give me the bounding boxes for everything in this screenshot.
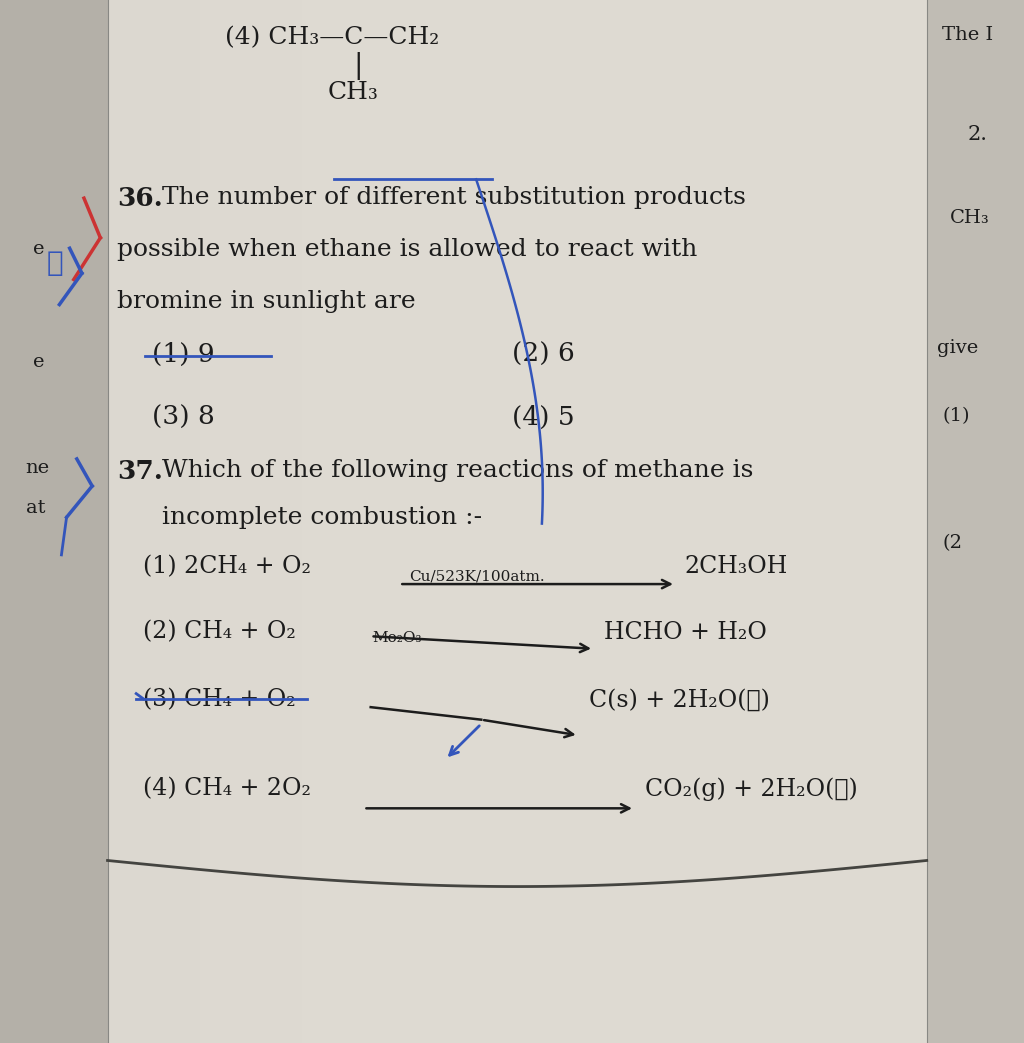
- Text: (4) 5: (4) 5: [512, 405, 574, 430]
- Text: bromine in sunlight are: bromine in sunlight are: [117, 290, 416, 313]
- Text: ne: ne: [26, 459, 50, 477]
- Bar: [138, 0, 148, 1043]
- Text: (4) CH₄ + 2O₂: (4) CH₄ + 2O₂: [143, 777, 311, 800]
- Text: 2CH₃OH: 2CH₃OH: [684, 555, 787, 578]
- Text: The number of different substitution products: The number of different substitution pro…: [162, 186, 745, 209]
- Bar: [282, 0, 292, 1043]
- Text: e: e: [33, 353, 44, 370]
- Text: 37.: 37.: [117, 459, 163, 484]
- Text: at: at: [26, 499, 45, 516]
- Text: Cu/523K/100atm.: Cu/523K/100atm.: [410, 569, 545, 583]
- Text: Which of the following reactions of methane is: Which of the following reactions of meth…: [162, 459, 754, 482]
- Text: CH₃: CH₃: [950, 209, 990, 226]
- Text: ℓ: ℓ: [47, 250, 63, 277]
- Bar: [169, 0, 179, 1043]
- Bar: [302, 0, 312, 1043]
- Bar: [189, 0, 200, 1043]
- Text: (2) CH₄ + O₂: (2) CH₄ + O₂: [143, 621, 296, 644]
- Text: (2) 6: (2) 6: [512, 342, 574, 367]
- Bar: [261, 0, 271, 1043]
- Bar: [230, 0, 241, 1043]
- Bar: [179, 0, 189, 1043]
- Bar: [292, 0, 302, 1043]
- Text: CO₂(g) + 2H₂O(ℓ): CO₂(g) + 2H₂O(ℓ): [645, 777, 858, 801]
- Text: (2: (2: [942, 534, 963, 552]
- Bar: [118, 0, 128, 1043]
- Text: (3) 8: (3) 8: [152, 405, 214, 430]
- Text: incomplete combustion :-: incomplete combustion :-: [162, 506, 482, 529]
- Bar: [271, 0, 282, 1043]
- Text: e: e: [33, 240, 44, 258]
- Text: C(s) + 2H₂O(ℓ): C(s) + 2H₂O(ℓ): [589, 688, 770, 711]
- Text: give: give: [937, 339, 978, 357]
- Text: possible when ethane is allowed to react with: possible when ethane is allowed to react…: [117, 238, 697, 261]
- Bar: [210, 0, 220, 1043]
- Bar: [148, 0, 159, 1043]
- Bar: [251, 0, 261, 1043]
- Text: CH₃: CH₃: [328, 81, 379, 104]
- Text: 2.: 2.: [968, 125, 988, 144]
- Text: (3) CH₄ + O₂: (3) CH₄ + O₂: [143, 688, 296, 711]
- Text: (1) 9: (1) 9: [152, 342, 214, 367]
- Text: |: |: [353, 52, 362, 80]
- Text: (1) 2CH₄ + O₂: (1) 2CH₄ + O₂: [143, 555, 311, 578]
- Text: The I: The I: [942, 26, 993, 44]
- Bar: [200, 0, 210, 1043]
- Bar: [220, 0, 230, 1043]
- Bar: [128, 0, 138, 1043]
- Text: HCHO + H₂O: HCHO + H₂O: [604, 621, 767, 644]
- Text: Mo₂O₃: Mo₂O₃: [373, 631, 422, 645]
- Text: (4) CH₃—C—CH₂: (4) CH₃—C—CH₂: [225, 26, 439, 49]
- Bar: [159, 0, 169, 1043]
- Bar: [0, 0, 108, 1043]
- Bar: [927, 0, 1024, 1043]
- Text: 36.: 36.: [117, 186, 163, 211]
- Bar: [241, 0, 251, 1043]
- Bar: [108, 0, 118, 1043]
- Text: (1): (1): [942, 407, 970, 425]
